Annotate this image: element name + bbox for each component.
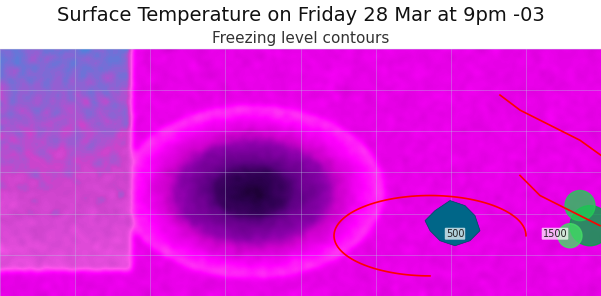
Circle shape	[570, 206, 601, 246]
Text: 1500: 1500	[543, 229, 567, 239]
Text: 500: 500	[446, 229, 464, 239]
Circle shape	[565, 191, 595, 221]
Circle shape	[558, 224, 582, 248]
Text: Surface Temperature on Friday 28 Mar at 9pm -03: Surface Temperature on Friday 28 Mar at …	[56, 6, 545, 25]
Text: Freezing level contours: Freezing level contours	[212, 30, 389, 46]
Polygon shape	[425, 201, 480, 246]
